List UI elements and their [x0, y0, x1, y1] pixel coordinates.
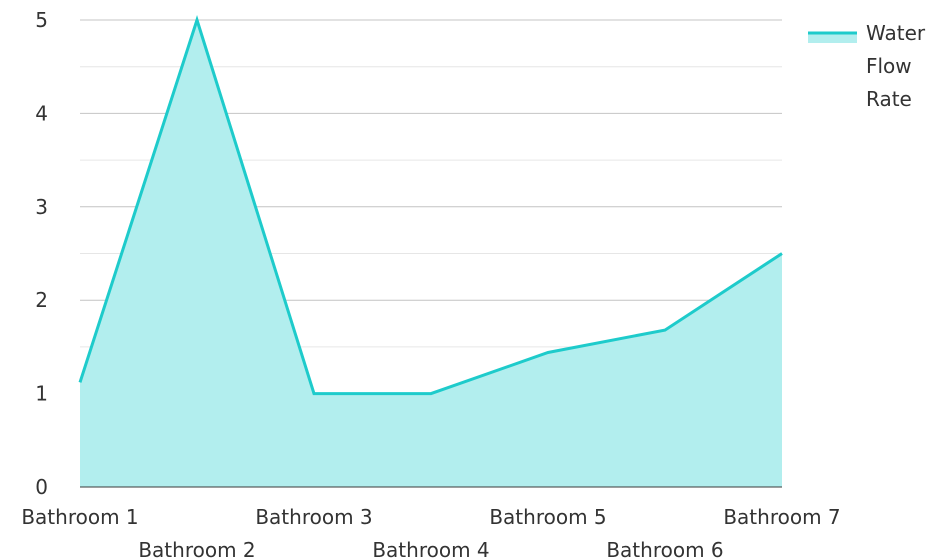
legend: Water Flow Rate	[808, 21, 931, 111]
x-tick-label: Bathroom 6	[606, 538, 723, 560]
series-line-water-flow-rate	[78, 15, 783, 396]
legend-label-water-flow-rate: Water Flow Rate	[866, 21, 931, 111]
x-tick-label: Bathroom 4	[372, 538, 489, 560]
legend-swatch-fill	[808, 32, 857, 43]
y-tick-label: 5	[35, 8, 48, 32]
y-tick-label: 1	[35, 382, 48, 406]
y-tick-label: 2	[35, 288, 48, 312]
y-axis-tick-labels: 0 1 2 3 4 5	[35, 8, 48, 499]
x-tick-label: Bathroom 5	[489, 505, 606, 529]
series-area-water-flow-rate	[80, 20, 782, 487]
x-tick-label: Bathroom 1	[21, 505, 138, 529]
y-tick-label: 4	[35, 101, 48, 125]
legend-label-line-3: Rate	[866, 87, 912, 111]
x-tick-label: Bathroom 7	[723, 505, 840, 529]
x-tick-label: Bathroom 2	[138, 538, 255, 560]
legend-label-line-2: Flow	[866, 54, 912, 78]
y-tick-label: 3	[35, 195, 48, 219]
legend-label-line-1: Water	[866, 21, 926, 45]
area-layer	[78, 15, 783, 487]
y-tick-label: 0	[35, 475, 48, 499]
x-tick-label: Bathroom 3	[255, 505, 372, 529]
